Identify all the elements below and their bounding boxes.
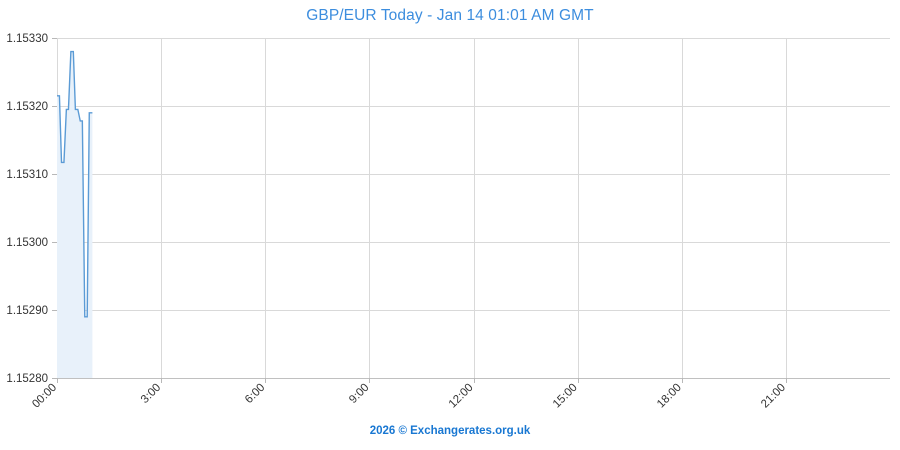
x-axis-label: 3:00 — [139, 382, 163, 406]
x-axis-label: 00:00 — [30, 382, 59, 411]
x-axis-label: 6:00 — [243, 382, 267, 406]
x-axis-label: 21:00 — [759, 382, 788, 411]
x-axis-label: 9:00 — [347, 382, 371, 406]
series-line-gbp-eur — [57, 50, 93, 318]
y-axis-label: 1.15280 — [6, 373, 48, 385]
y-axis-label: 1.15290 — [6, 305, 48, 317]
chart-credit: 2026 © Exchangerates.org.uk — [369, 425, 531, 437]
axis-lines-group — [56, 38, 890, 383]
chart-title: GBP/EUR Today - Jan 14 01:01 AM GMT — [306, 7, 594, 24]
x-axis-labels-group: 00:00 3:00 6:00 9:00 12:00 15:00 18:00 21:00 — [30, 382, 788, 411]
y-axis-label: 1.15300 — [6, 237, 48, 249]
gridlines-group — [57, 38, 890, 379]
series-line-group — [57, 50, 93, 318]
tickmarks-group — [52, 38, 787, 383]
x-axis-label: 15:00 — [551, 382, 580, 411]
y-axis-labels-group: 1.15330 1.15320 1.15310 1.15300 1.15290 1.152… — [6, 33, 48, 385]
x-axis-label: 18:00 — [655, 382, 684, 411]
y-axis-label: 1.15320 — [6, 101, 48, 113]
y-axis-label: 1.15310 — [6, 169, 48, 181]
x-axis-label: 12:00 — [447, 382, 476, 411]
y-axis-label: 1.15330 — [6, 33, 48, 45]
